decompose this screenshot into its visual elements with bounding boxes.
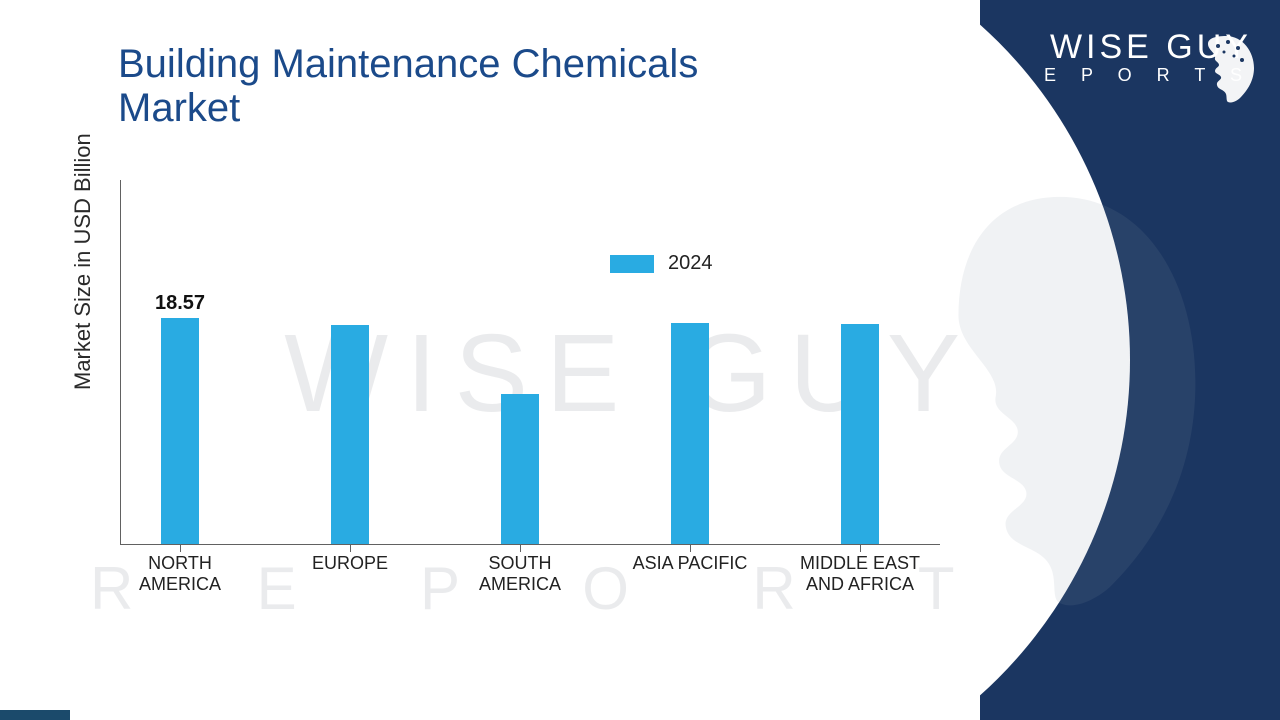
- tick-4: [860, 545, 861, 552]
- category-label-3: ASIA PACIFIC: [620, 553, 760, 574]
- chart-title: Building Maintenance Chemicals Market: [118, 42, 798, 130]
- bar-1: [331, 325, 369, 544]
- bar-2: [501, 394, 539, 544]
- category-label-4: MIDDLE EAST AND AFRICA: [790, 553, 930, 594]
- bar-slot-3: ASIA PACIFIC: [630, 180, 750, 545]
- category-label-0: NORTH AMERICA: [110, 553, 250, 594]
- tick-3: [690, 545, 691, 552]
- chart-plot-area: 18.57 NORTH AMERICA EUROPE SOUTH AMERICA…: [120, 180, 940, 545]
- tick-2: [520, 545, 521, 552]
- bar-4: [841, 324, 879, 544]
- bar-slot-2: SOUTH AMERICA: [460, 180, 580, 545]
- report-canvas: WISE GUY R E P O R T S WISE GUY R E P O …: [0, 0, 1280, 720]
- tick-0: [180, 545, 181, 552]
- category-label-2: SOUTH AMERICA: [450, 553, 590, 594]
- tick-1: [350, 545, 351, 552]
- footer-accent-bar: [0, 710, 70, 720]
- logo-head-icon: [1198, 34, 1258, 104]
- bar-0: [161, 318, 199, 544]
- bar-slot-4: MIDDLE EAST AND AFRICA: [800, 180, 920, 545]
- bar-slot-1: EUROPE: [290, 180, 410, 545]
- y-axis-label: Market Size in USD Billion: [70, 133, 96, 390]
- bar-value-0: 18.57: [155, 292, 205, 315]
- bar-slot-0: 18.57 NORTH AMERICA: [120, 180, 240, 545]
- category-label-1: EUROPE: [280, 553, 420, 574]
- brand-logo: WISE GUY R E P O R T S: [1002, 28, 1252, 86]
- bar-3: [671, 323, 709, 544]
